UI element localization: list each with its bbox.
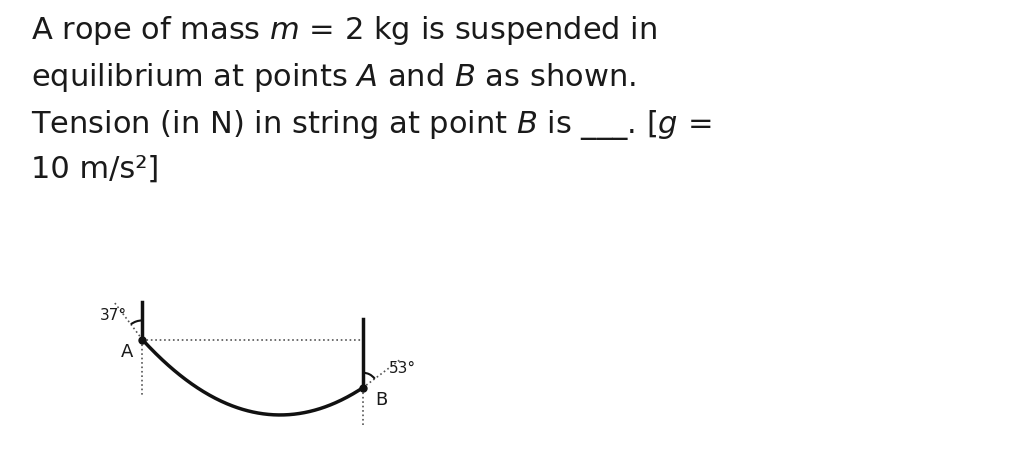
Text: 53°: 53° <box>389 361 416 376</box>
Text: A: A <box>121 343 133 361</box>
Text: B: B <box>375 391 387 409</box>
Text: A rope of mass $m$ = 2 kg is suspended in
equilibrium at points $A$ and $B$ as s: A rope of mass $m$ = 2 kg is suspended i… <box>31 14 711 184</box>
Text: 37°: 37° <box>100 308 127 323</box>
